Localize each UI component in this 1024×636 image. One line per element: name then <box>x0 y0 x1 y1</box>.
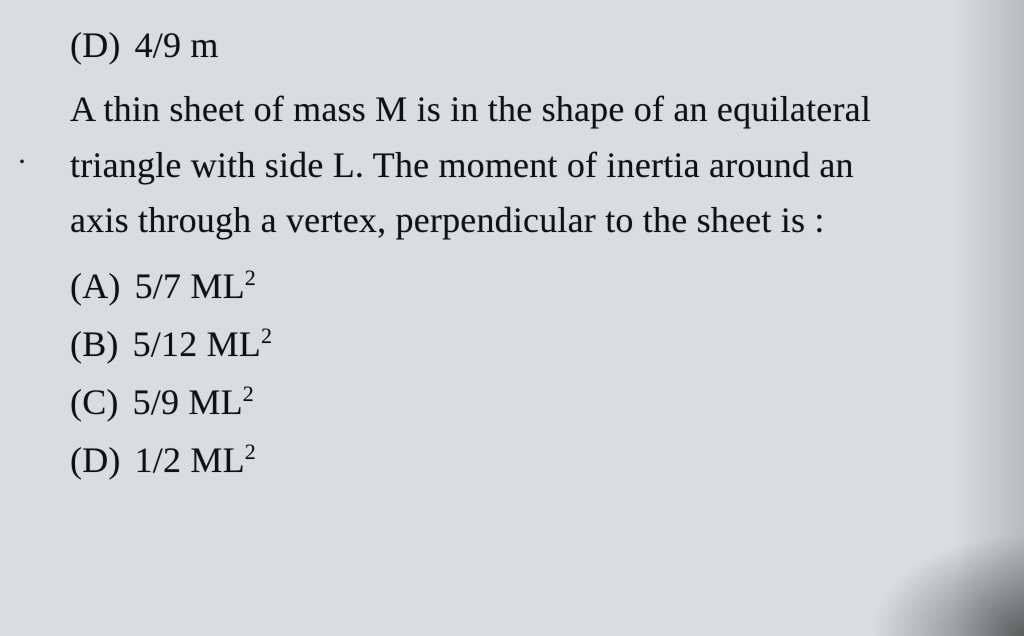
option-label: (D) <box>70 18 121 74</box>
option-b: (B) 5/12 ML2 <box>70 317 984 373</box>
stem-line-2: triangle with side L. The moment of iner… <box>70 138 984 194</box>
option-exponent: 2 <box>243 381 254 406</box>
option-text: 5/7 ML2 <box>135 259 256 315</box>
option-exponent: 2 <box>245 265 256 290</box>
question-stem: A thin sheet of mass M is in the shape o… <box>70 82 984 249</box>
option-value: 1/2 ML <box>135 440 245 480</box>
option-text: 4/9 m <box>135 18 219 74</box>
margin-dot: . <box>18 134 26 171</box>
option-label: (C) <box>70 375 119 431</box>
stem-line-3: axis through a vertex, perpendicular to … <box>70 193 984 249</box>
page-corner-shadow <box>844 516 1024 636</box>
option-value: 5/12 ML <box>133 324 261 364</box>
option-text: 5/12 ML2 <box>133 317 273 373</box>
option-exponent: 2 <box>261 323 272 348</box>
option-exponent: 2 <box>245 439 256 464</box>
option-c: (C) 5/9 ML2 <box>70 375 984 431</box>
option-a: (A) 5/7 ML2 <box>70 259 984 315</box>
option-label: (B) <box>70 317 119 373</box>
option-label: (A) <box>70 259 121 315</box>
option-label: (D) <box>70 433 121 489</box>
question-block: (D) 4/9 m A thin sheet of mass M is in t… <box>0 0 1024 520</box>
option-text: 5/9 ML2 <box>133 375 254 431</box>
option-text: 1/2 ML2 <box>135 433 256 489</box>
option-d: (D) 1/2 ML2 <box>70 433 984 489</box>
option-value: 5/9 ML <box>133 382 243 422</box>
option-value: 5/7 ML <box>135 266 245 306</box>
stem-line-1: A thin sheet of mass M is in the shape o… <box>70 82 984 138</box>
previous-question-option: (D) 4/9 m <box>70 18 984 74</box>
